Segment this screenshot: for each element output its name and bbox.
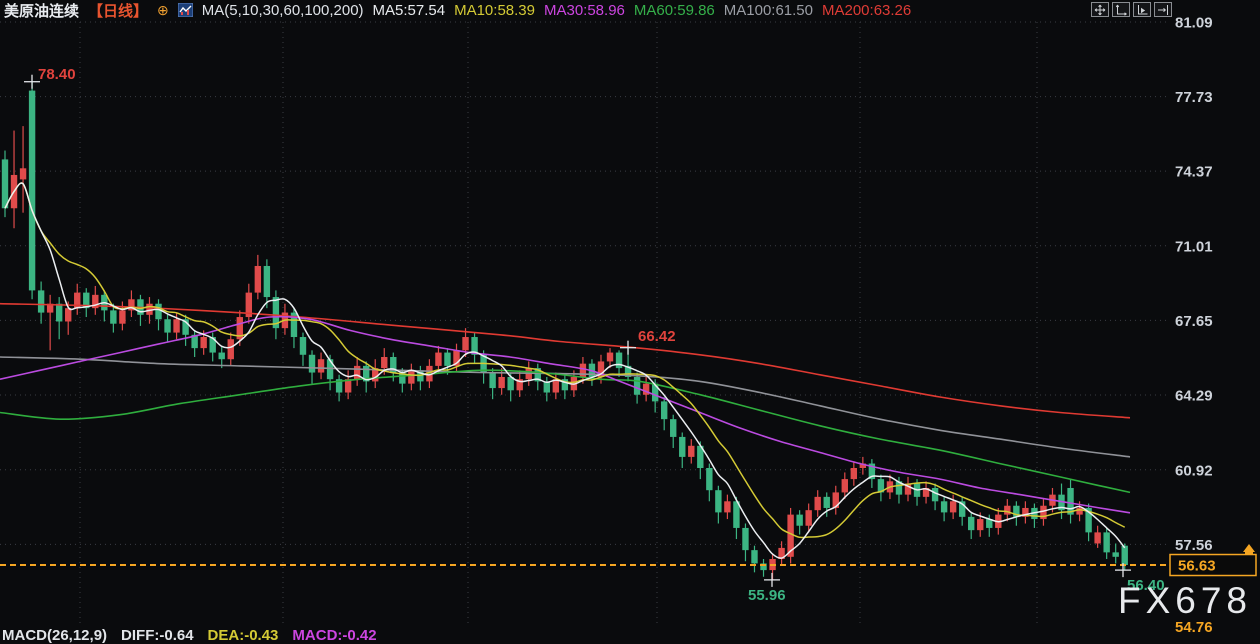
svg-text:81.09: 81.09 <box>1175 15 1213 32</box>
svg-text:55.96: 55.96 <box>748 587 786 604</box>
svg-text:54.76: 54.76 <box>1175 619 1213 636</box>
ma-value-5: MA200:63.26 <box>822 1 912 19</box>
ma-value-1: MA10:58.39 <box>454 1 535 19</box>
macd-params-label: MACD(26,12,9) <box>2 627 108 644</box>
ma-group-label: MA(5,10,30,60,100,200) <box>201 1 364 19</box>
svg-text:66.42: 66.42 <box>638 328 676 345</box>
macd-diff-value: DIFF:-0.64 <box>121 627 194 644</box>
last-price-box: 56.63 <box>1169 544 1257 577</box>
axis-shift-right-button[interactable] <box>1154 2 1172 17</box>
chart-type-icon[interactable] <box>177 3 193 17</box>
y-axis-labels: 81.09 77.73 74.37 71.01 67.65 64.29 60.92 57.56… <box>1175 15 1213 637</box>
period-label[interactable]: 【日线】 <box>88 2 149 20</box>
chart-toolbar <box>1091 2 1172 17</box>
svg-text:57.56: 57.56 <box>1175 537 1213 554</box>
macd-value: MACD:-0.42 <box>292 627 377 644</box>
candles <box>1 81 1128 580</box>
price-marker-arrow-icon <box>1243 544 1255 553</box>
svg-text:64.29: 64.29 <box>1175 387 1213 404</box>
symbol-title: 美原油连续 <box>4 2 80 20</box>
ma-value-4: MA100:61.50 <box>723 1 813 19</box>
price-annotations: 78.40 66.42 55.96 56.40 <box>24 66 1165 604</box>
ma60-line <box>0 369 1131 494</box>
ma5-line <box>4 182 1126 559</box>
add-indicator-icon[interactable]: ⊕ <box>157 2 169 18</box>
svg-text:78.40: 78.40 <box>38 66 76 83</box>
macd-status-row: MACD(26,12,9) DIFF:-0.64 DEA:-0.43 MACD:-0.… <box>2 627 391 644</box>
macd-dea-value: DEA:-0.43 <box>207 627 279 644</box>
vertical-gridlines <box>79 22 1038 627</box>
ma100-line <box>0 356 1131 458</box>
ma-value-3: MA60:59.86 <box>633 1 715 19</box>
ma-value-2: MA30:58.96 <box>543 1 625 19</box>
svg-text:77.73: 77.73 <box>1175 89 1213 106</box>
svg-text:56.40: 56.40 <box>1127 577 1165 594</box>
svg-text:74.37: 74.37 <box>1175 164 1213 181</box>
svg-text:56.63: 56.63 <box>1178 558 1216 575</box>
axis-scale-play-button[interactable] <box>1133 2 1151 17</box>
ma30-line <box>0 315 1131 514</box>
svg-text:71.01: 71.01 <box>1175 238 1213 255</box>
svg-text:67.65: 67.65 <box>1175 313 1213 330</box>
pan-button[interactable] <box>1091 2 1109 17</box>
ma10-line <box>4 182 1126 539</box>
ma-value-0: MA5:57.54 <box>372 1 446 19</box>
ma200-line <box>0 302 1131 419</box>
horizontal-gridlines <box>0 21 1168 545</box>
chart-header: 美原油连续 【日线】 ⊕ MA(5,10,30,60,100,200) MA5:… <box>4 1 912 20</box>
fx678-watermark: FX678 <box>1118 580 1253 621</box>
svg-text:60.92: 60.92 <box>1175 462 1213 479</box>
axis-scale-left-button[interactable] <box>1112 2 1130 17</box>
ma-lines <box>0 182 1131 559</box>
